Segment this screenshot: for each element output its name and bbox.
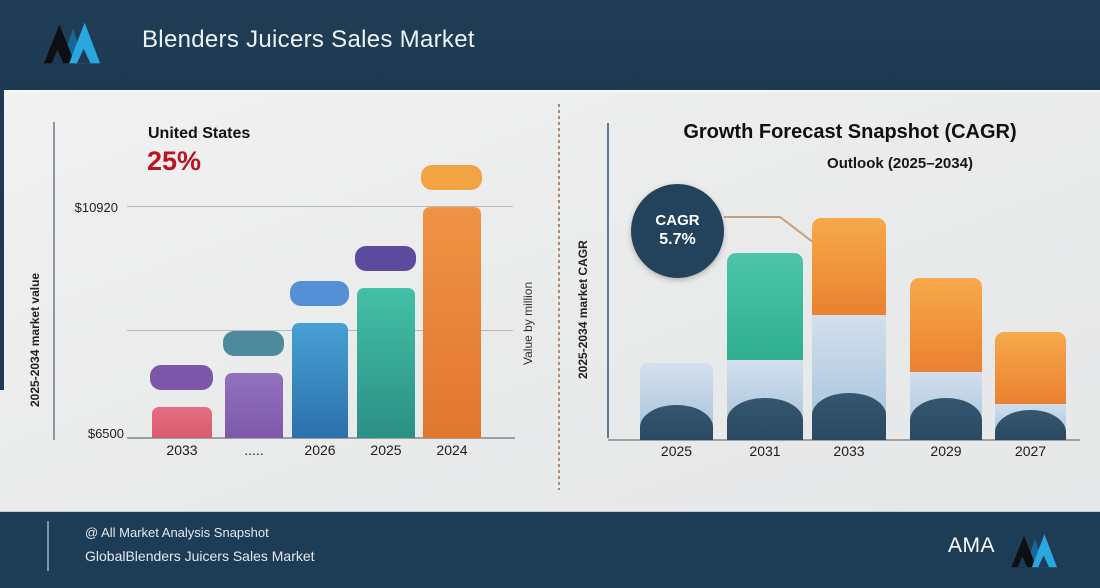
- bar-2026: [292, 323, 348, 438]
- segment-base-2031: [727, 398, 803, 440]
- gridline-10920: [127, 206, 513, 207]
- right-chart-subtitle: Outlook (2025–2034): [827, 155, 973, 172]
- left-chart-y-axis: [53, 122, 55, 440]
- growth-percentage: 25%: [147, 146, 202, 176]
- ama-mountain-logo-icon: [43, 22, 101, 64]
- footer-subtitle: GlobalBlenders Juicers Sales Market: [85, 548, 315, 564]
- x-label-2033: 2033: [833, 443, 865, 459]
- segment-top-2029: [910, 278, 982, 372]
- bar-cap-2033: [150, 365, 213, 390]
- bar-cap-.....: [223, 331, 284, 356]
- stacked-bar-2027: [995, 332, 1066, 440]
- ama-mountain-logo-footer-icon: [1011, 534, 1057, 568]
- stacked-bar-2031: [727, 253, 803, 440]
- segment-base-2025: [640, 405, 713, 440]
- x-label-2029: 2029: [930, 443, 962, 459]
- country-label: United States: [148, 125, 251, 142]
- segment-top-2031: [727, 253, 803, 360]
- segment-top-2033: [812, 218, 886, 315]
- x-label-2024: 2024: [436, 442, 468, 458]
- x-label-2033: 2033: [166, 442, 198, 458]
- bar-2025: [357, 288, 415, 438]
- y-tick-bottom: $6500: [87, 426, 124, 441]
- x-label-2027: 2027: [1014, 443, 1047, 459]
- x-label-2025: 2025: [370, 442, 402, 458]
- x-label-2025: 2025: [660, 443, 693, 459]
- bar-cap-2024: [421, 165, 482, 190]
- section-divider: [558, 104, 560, 490]
- page-title: Blenders Juicers Sales Market: [142, 26, 475, 53]
- footer-bar: [0, 511, 1100, 588]
- footer-divider-rule: [47, 521, 49, 571]
- right-chart-baseline: [608, 439, 1080, 441]
- cagr-badge-label: CAGR: [655, 211, 700, 229]
- cagr-badge: CAGR 5.7%: [631, 184, 724, 278]
- segment-base-2029: [910, 398, 982, 440]
- x-label-.....: .....: [244, 442, 264, 458]
- stacked-bar-2033: [812, 218, 886, 440]
- right-chart-y-axis-label: 2025-2034 market CAGR: [576, 240, 590, 380]
- bar-cap-2025: [355, 246, 416, 271]
- right-chart-title: Growth Forecast Snapshot (CAGR): [683, 121, 1017, 143]
- stacked-bar-2025: [640, 363, 713, 440]
- panel-left-edge: [0, 90, 4, 390]
- x-label-2031: 2031: [749, 443, 781, 459]
- footer-note: @ All Market Analysis Snapshot: [85, 525, 269, 540]
- footer-brand-text: AMA: [948, 534, 996, 557]
- bar-.....: [225, 373, 283, 438]
- segment-base-2027: [995, 410, 1066, 440]
- bar-2033: [152, 407, 212, 438]
- right-chart-y-axis: [607, 123, 609, 438]
- cagr-badge-value: 5.7%: [659, 231, 696, 249]
- left-chart-y-axis-label: 2025-2034 market value: [28, 272, 42, 408]
- left-chart-secondary-axis-label: Value by million: [521, 281, 535, 365]
- header-bar: [0, 0, 1100, 90]
- y-tick-top: $10920: [74, 200, 118, 215]
- segment-base-2033: [812, 393, 886, 440]
- bar-cap-2026: [290, 281, 349, 306]
- x-label-2026: 2026: [304, 442, 336, 458]
- stacked-bar-2029: [910, 278, 982, 440]
- left-chart-baseline: [127, 437, 515, 439]
- segment-top-2027: [995, 332, 1066, 404]
- bar-2024: [423, 207, 481, 438]
